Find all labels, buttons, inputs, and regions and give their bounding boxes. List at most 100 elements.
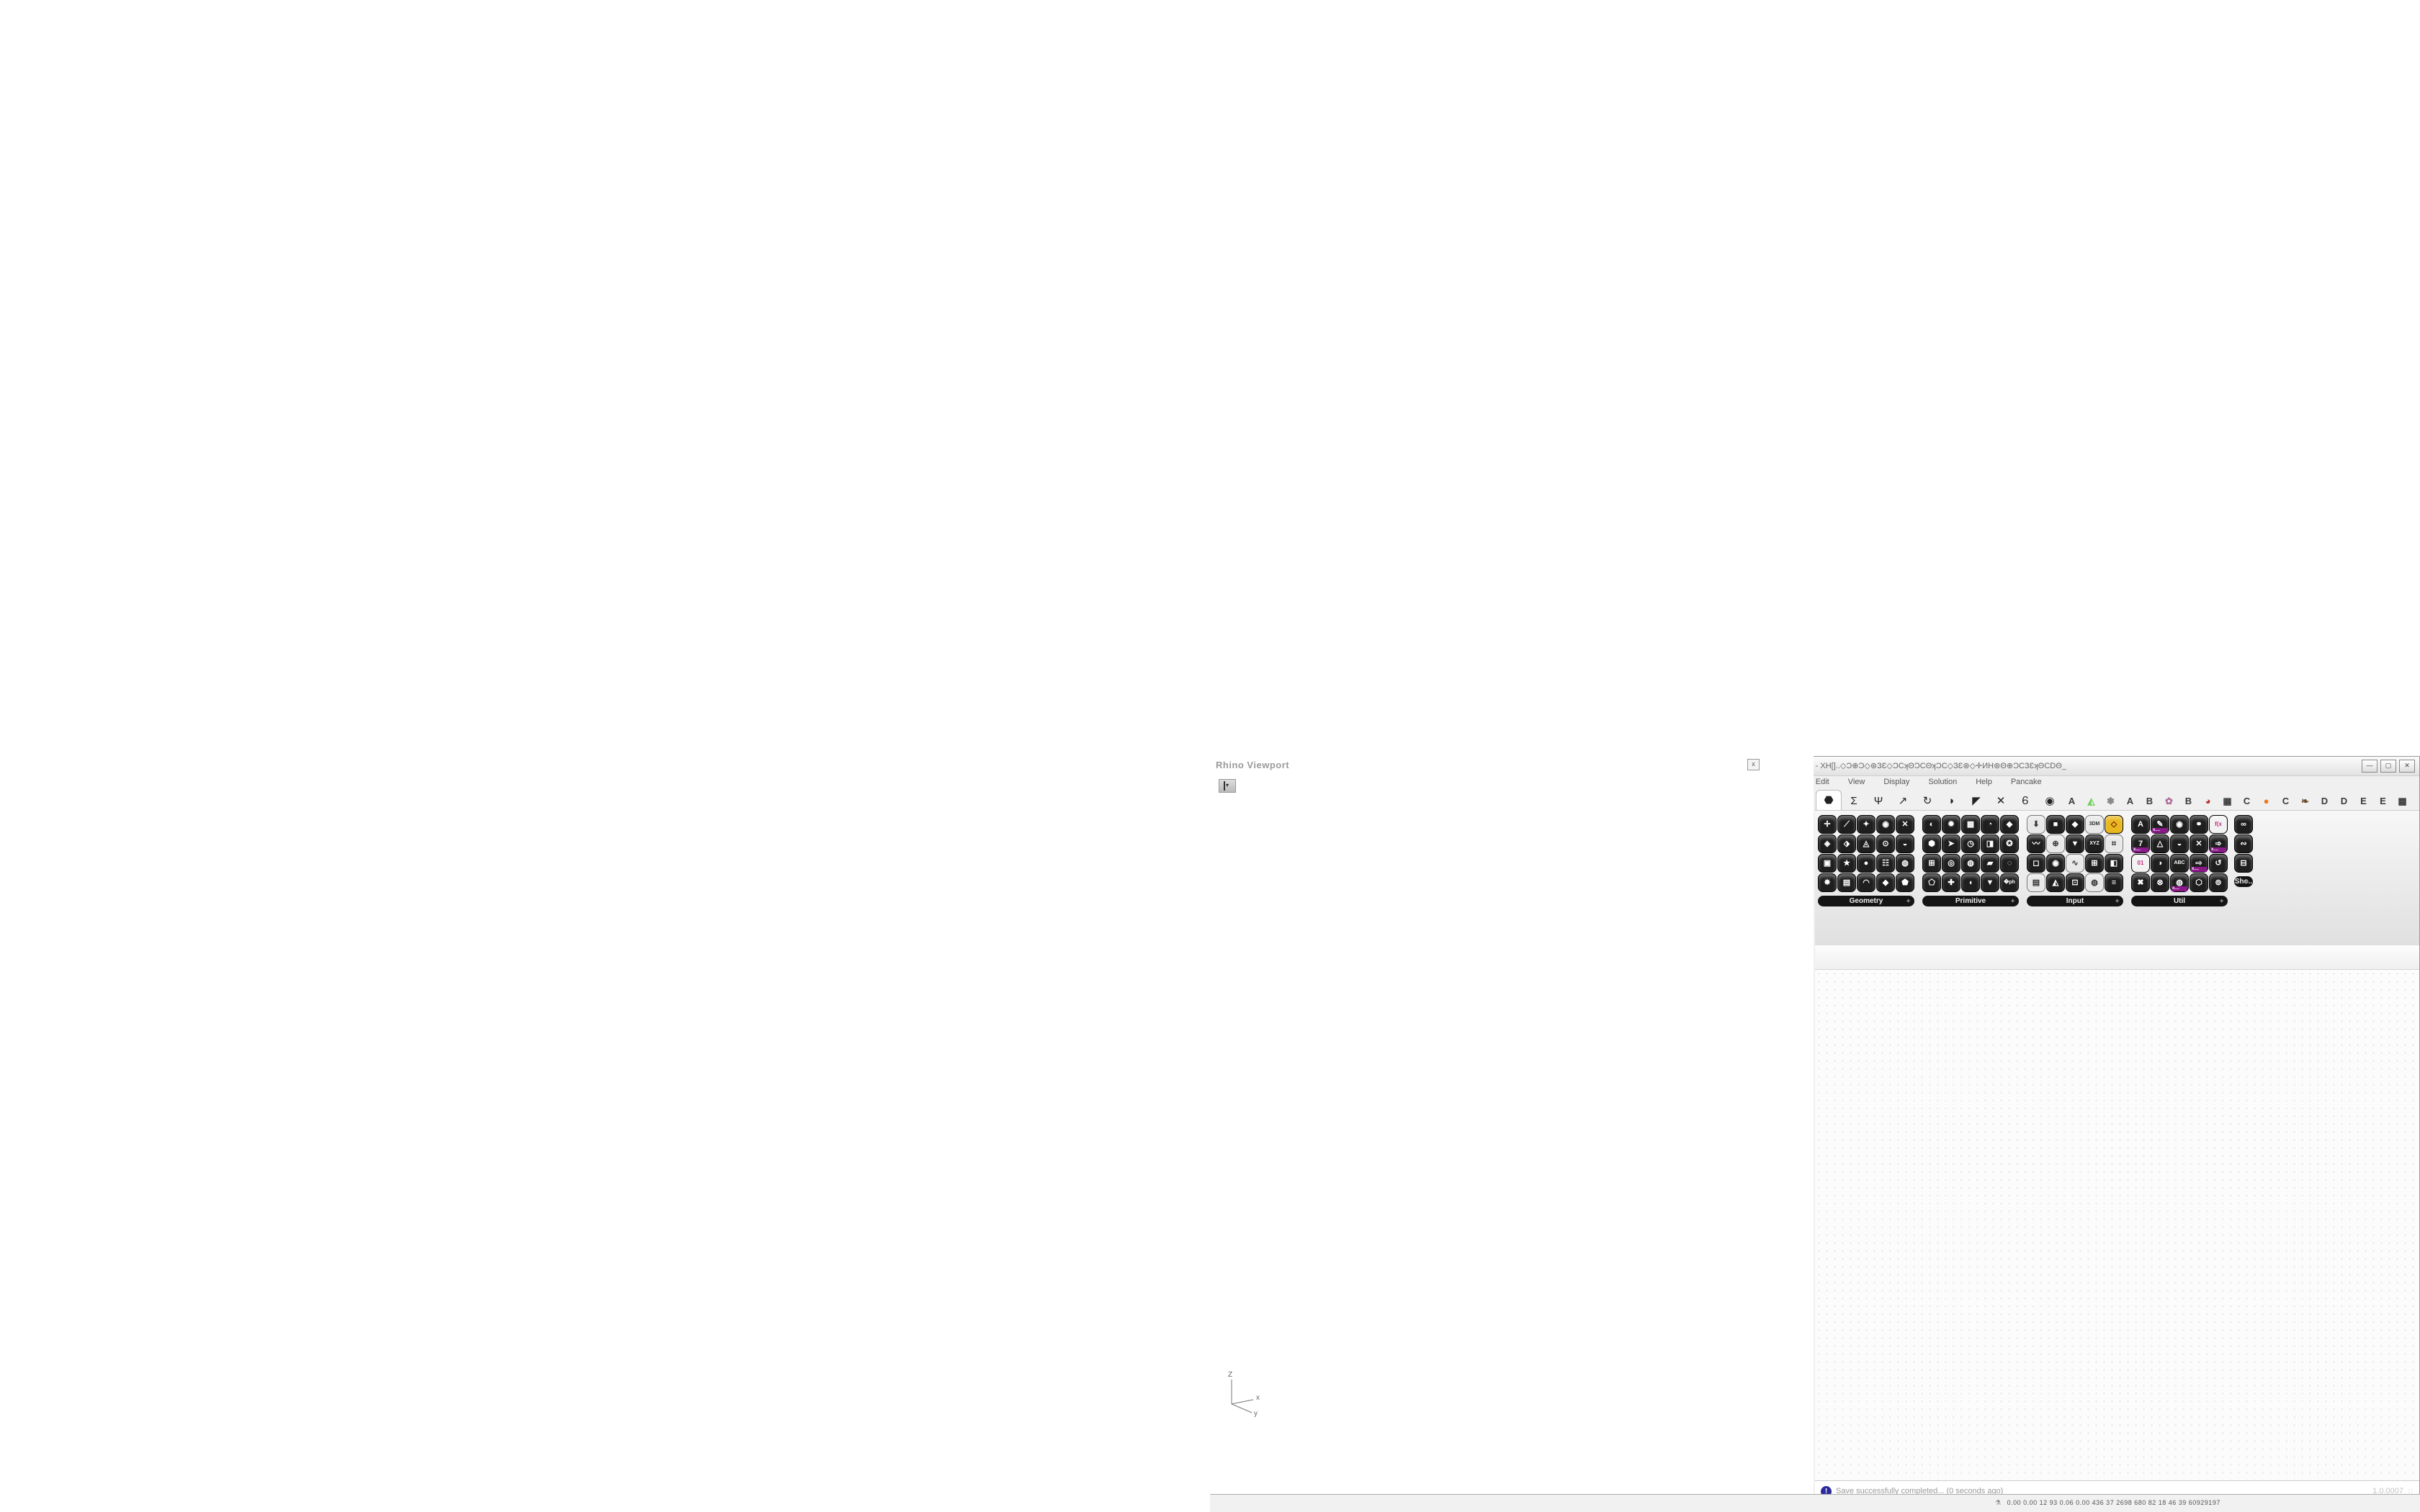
canvas[interactable] — [1815, 970, 2419, 1481]
palette-icon[interactable]: ⊟ — [2234, 854, 2253, 873]
palette-icon[interactable]: ∾ — [2234, 834, 2253, 853]
palette-icon[interactable]: ABC — [2170, 854, 2189, 873]
palette-icon[interactable]: ▤ — [1837, 873, 1856, 892]
tab-plugin-16[interactable]: E — [2380, 796, 2386, 806]
close-icon[interactable]: x — [1747, 759, 1760, 770]
palette-group-label[interactable]: Util — [2131, 896, 2228, 906]
palette-icon[interactable]: ✖ — [2131, 873, 2150, 892]
palette-icon[interactable]: ◈ — [1818, 834, 1837, 853]
palette-icon[interactable]: ◧ — [2105, 854, 2123, 873]
palette-icon[interactable]: ★ — [1837, 854, 1856, 873]
palette-icon[interactable]: ▦ — [1961, 815, 1980, 834]
tab-plugin-10[interactable]: ● — [2263, 796, 2269, 806]
tab-plugin-5[interactable]: ✿ — [2165, 796, 2173, 806]
palette-icon[interactable]: ↺ — [2209, 854, 2228, 873]
palette-icon[interactable]: ⬟ — [1896, 873, 1914, 892]
palette-group-label[interactable]: Primitive — [1922, 896, 2019, 906]
menu-edit[interactable]: Edit — [1815, 778, 1829, 786]
palette-icon[interactable]: ◭ — [2046, 873, 2065, 892]
palette-icon[interactable]: ■ — [2046, 815, 2065, 834]
tab-plugin-12[interactable]: ❧ — [2301, 796, 2309, 806]
palette-icon[interactable]: ◑ — [2151, 854, 2169, 873]
palette-icon[interactable]: ◔ — [1981, 815, 1999, 834]
tab-plugin-3[interactable]: A — [2126, 796, 2134, 806]
palette-icon[interactable]: ⬠ — [1922, 873, 1941, 892]
palette-icon[interactable]: ◆ — [2066, 815, 2084, 834]
menu-display[interactable]: Display — [1883, 778, 1910, 786]
tab-plugin-17[interactable]: ▩ — [2398, 796, 2407, 806]
palette-icon[interactable]: ⇨ x.... — [2190, 854, 2208, 873]
palette-icon[interactable]: 01 — [2131, 854, 2150, 873]
palette-group-label[interactable]: Geometry — [1818, 896, 1914, 906]
menu-view[interactable]: View — [1847, 778, 1865, 786]
palette-icon[interactable]: ◎ — [1942, 854, 1960, 873]
palette-icon[interactable]: ✪ — [2000, 834, 2019, 853]
tab-category-8[interactable]: Ꮾ — [2022, 795, 2029, 807]
tab-category-6[interactable]: ◤ — [1972, 795, 1981, 807]
palette-icon[interactable]: ⬗ — [1837, 834, 1856, 853]
palette-icon[interactable]: ➾ x.... — [2209, 834, 2228, 853]
palette-icon[interactable]: ✹ — [1942, 815, 1960, 834]
tab-category-4[interactable]: ↻ — [1922, 795, 1932, 807]
tab-category-0[interactable]: ⬣ — [1816, 790, 1842, 810]
maximize-button[interactable]: ▢ — [2380, 760, 2396, 773]
tab-category-3[interactable]: ↗ — [1898, 795, 1908, 807]
palette-icon[interactable]: ⊕ — [2046, 834, 2065, 853]
tab-plugin-15[interactable]: E — [2360, 796, 2367, 806]
palette-icon[interactable]: 7 x.... — [2131, 834, 2150, 853]
minimize-button[interactable]: — — [2362, 760, 2378, 773]
palette-icon[interactable]: ⟋ — [1837, 815, 1856, 834]
palette-icon[interactable]: ◍ — [1896, 854, 1914, 873]
tab-plugin-4[interactable]: B — [2146, 796, 2154, 806]
palette-icon[interactable]: ◉ — [2170, 815, 2189, 834]
tab-plugin-2[interactable]: ✽ — [2107, 796, 2115, 806]
palette-icon[interactable]: ☷ — [1876, 854, 1895, 873]
palette-icon[interactable]: ◠ — [1857, 873, 1876, 892]
palette-icon[interactable]: ▼ — [2066, 834, 2084, 853]
menu-pancake[interactable]: Pancake — [2010, 778, 2042, 786]
rhino-viewport[interactable]: ▾ Z y x — [1210, 776, 1814, 1495]
palette-icon[interactable]: ● — [1857, 854, 1876, 873]
palette-icon[interactable]: ∿ — [2066, 854, 2084, 873]
palette-icon[interactable]: ✛ — [1818, 815, 1837, 834]
palette-icon[interactable]: ▰ — [1981, 854, 1999, 873]
palette-icon[interactable]: XYZ — [2085, 834, 2104, 853]
tab-plugin-11[interactable]: C — [2282, 796, 2290, 806]
tab-category-2[interactable]: Ψ — [1873, 795, 1883, 807]
tab-plugin-14[interactable]: D — [2340, 796, 2348, 806]
palette-icon[interactable]: ◉ — [1876, 815, 1895, 834]
palette-icon[interactable]: ✕ — [2190, 834, 2208, 853]
palette-icon[interactable]: ✦ — [1857, 815, 1876, 834]
menu-solution[interactable]: Solution — [1928, 778, 1958, 786]
menu-help[interactable]: Help — [1976, 778, 1992, 786]
tab-plugin-7[interactable]: ◕ — [2205, 796, 2211, 806]
viewport-dropdown-button[interactable]: ▾ — [1219, 779, 1236, 793]
palette-icon[interactable]: ▤ — [2027, 873, 2045, 892]
palette-icon[interactable]: ✕ — [1896, 815, 1914, 834]
tab-plugin-9[interactable]: C — [2243, 796, 2251, 806]
palette-icon[interactable]: ⊡ — [2066, 873, 2084, 892]
palette-group-label[interactable]: Sho.. — [2234, 876, 2253, 887]
palette-icon[interactable]: ⌗ — [2105, 834, 2123, 853]
palette-icon[interactable]: ⬢ — [1922, 834, 1941, 853]
tab-category-5[interactable]: ◗ — [1948, 795, 1955, 807]
resize-grip[interactable]: ∷ — [2408, 1487, 2414, 1495]
tab-category-1[interactable]: Σ — [1850, 795, 1857, 807]
palette-icon[interactable]: ⊙ — [1876, 834, 1895, 853]
palette-icon[interactable]: ◌ — [2000, 854, 2019, 873]
palette-icon[interactable]: ◍ — [1961, 854, 1980, 873]
palette-icon[interactable]: ✎ x.... — [2151, 815, 2169, 834]
palette-icon[interactable]: ⊗ — [2151, 873, 2169, 892]
palette-icon[interactable]: ⚭ — [2190, 815, 2208, 834]
palette-icon[interactable]: f(x — [2209, 815, 2228, 834]
palette-icon[interactable]: ∞ — [2234, 815, 2253, 834]
palette-icon[interactable]: △ — [2151, 834, 2169, 853]
palette-icon[interactable]: ◍ — [2085, 873, 2104, 892]
palette-icon[interactable]: ◍ x.... — [2170, 873, 2189, 892]
palette-icon[interactable]: 3DM — [2085, 815, 2104, 834]
palette-icon[interactable]: ➤ — [1942, 834, 1960, 853]
palette-icon[interactable]: 〰 — [2027, 834, 2045, 853]
palette-icon[interactable]: ▣ — [1818, 854, 1837, 873]
palette-icon[interactable]: ⬇ — [2027, 815, 2045, 834]
palette-icon[interactable]: ◐ — [1922, 815, 1941, 834]
